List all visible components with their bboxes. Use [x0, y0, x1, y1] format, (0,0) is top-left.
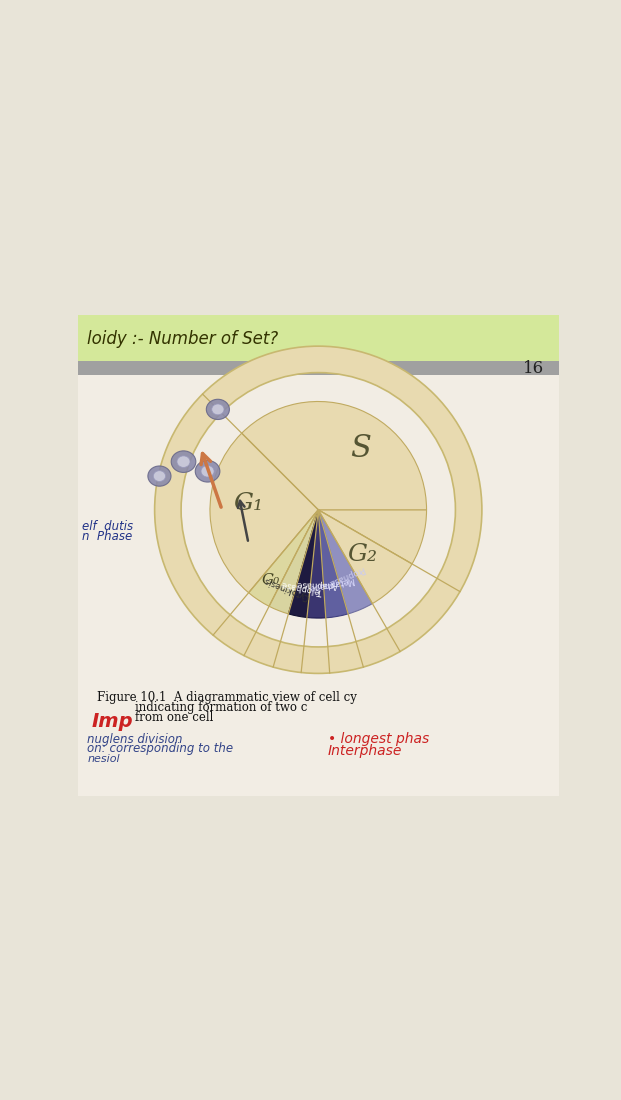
Text: nesiol: nesiol [87, 754, 120, 763]
Text: Figure 10.1  A diagrammatic view of cell cy: Figure 10.1 A diagrammatic view of cell … [97, 691, 356, 704]
Text: Metaphase: Metaphase [307, 575, 355, 592]
Text: from one cell: from one cell [135, 711, 214, 724]
Ellipse shape [153, 471, 166, 482]
Text: indicating formation of two c: indicating formation of two c [135, 702, 308, 714]
Bar [78, 315, 559, 361]
Wedge shape [242, 402, 427, 509]
Wedge shape [318, 509, 348, 618]
Text: G₁: G₁ [233, 492, 264, 515]
Text: nuglens division: nuglens division [87, 733, 183, 746]
Text: Cytokinesis: Cytokinesis [263, 574, 310, 601]
Ellipse shape [201, 465, 214, 477]
Wedge shape [318, 509, 373, 614]
Text: Anaphase: Anaphase [296, 580, 338, 590]
Ellipse shape [171, 451, 196, 472]
Wedge shape [318, 509, 427, 564]
Wedge shape [318, 509, 412, 604]
Text: Imp: Imp [92, 712, 134, 732]
Wedge shape [307, 509, 326, 618]
Text: n  Phase: n Phase [83, 530, 133, 542]
Wedge shape [210, 433, 318, 593]
Text: elf  dutis: elf dutis [83, 520, 134, 534]
Wedge shape [248, 509, 318, 606]
Text: 16: 16 [524, 361, 545, 377]
Text: S: S [351, 433, 371, 464]
Text: G₂: G₂ [348, 542, 378, 565]
Text: Interphase: Interphase [328, 745, 402, 758]
Text: • longest phas: • longest phas [328, 733, 429, 746]
Ellipse shape [212, 404, 224, 415]
Ellipse shape [177, 455, 190, 468]
Text: Prophase: Prophase [327, 563, 366, 587]
Text: on: corresponding to the: on: corresponding to the [87, 742, 233, 756]
Ellipse shape [195, 461, 220, 482]
Wedge shape [155, 346, 482, 673]
Ellipse shape [206, 399, 229, 419]
Text: loidy :- Number of Set?: loidy :- Number of Set? [87, 330, 278, 348]
Bar [78, 361, 559, 375]
Wedge shape [288, 509, 318, 617]
Text: G₀: G₀ [262, 573, 280, 586]
Ellipse shape [148, 466, 171, 486]
Wedge shape [269, 509, 318, 614]
Text: Telophase: Telophase [282, 580, 325, 596]
